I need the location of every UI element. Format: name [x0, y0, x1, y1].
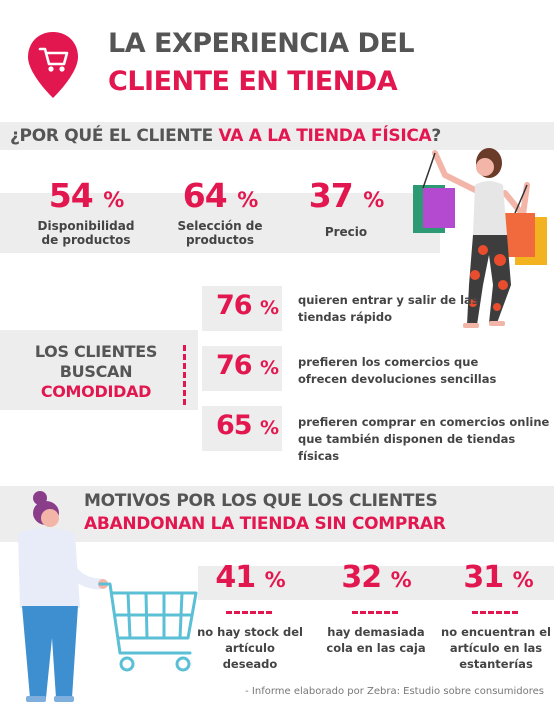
abandon-text-line1: no hay stock del	[197, 625, 303, 639]
stats-band	[0, 193, 440, 253]
stat-value: 54	[48, 176, 94, 215]
comfort-text-line2: que también disponen de tiendas físicas	[298, 432, 516, 463]
abandon-text-line2: artículo deseado	[222, 641, 278, 671]
stat-availability: 54 % Disponibilidad de productos	[22, 176, 150, 247]
stat-unit: %	[237, 188, 258, 212]
stat-label-line1: Precio	[324, 225, 368, 239]
stat-label-line1: Disponibilidad	[37, 219, 135, 233]
abandon-text-1: no hay stock del artículo deseado	[196, 624, 304, 672]
page-title-line2: CLIENTE EN TIENDA	[108, 66, 398, 97]
stat-value: 31	[463, 560, 504, 595]
abandon-text-line1: no encuentran el	[441, 625, 551, 639]
abandon-stat-not-found: 31 %	[448, 560, 548, 595]
shopper-illustration	[405, 145, 554, 335]
abandon-band	[0, 486, 554, 542]
abandon-heading-line2: ABANDONAN LA TIENDA SIN COMPRAR	[84, 514, 446, 534]
stat-price: 37 % Precio	[296, 176, 396, 239]
abandon-dash-1	[226, 611, 272, 614]
source-note: - Informe elaborado por Zebra: Estudio s…	[245, 686, 544, 697]
comfort-text-line1: prefieren comprar en comercios online	[298, 415, 550, 429]
comfort-text-line1: prefieren los comercios que	[298, 355, 479, 369]
question-prefix: ¿POR QUÉ EL CLIENTE	[10, 126, 219, 146]
abandon-text-line3: estanterías	[459, 657, 533, 671]
stat-label-line2: de productos	[41, 233, 131, 247]
stat-unit: %	[264, 568, 286, 592]
stat-value: 76	[216, 350, 253, 381]
stat-unit: %	[103, 188, 124, 212]
comfort-text-1: quieren entrar y salir de las tiendas ráp…	[298, 292, 479, 326]
stat-label-line1: Selección de	[177, 219, 263, 233]
comfort-stat-1: 76 %	[202, 286, 282, 331]
comfort-heading: LOS CLIENTES BUSCAN COMODIDAD	[30, 342, 162, 402]
comfort-text-line1: quieren entrar y salir de las	[298, 293, 479, 307]
abandon-text-line1: hay demasiada	[327, 625, 425, 639]
question-band	[0, 122, 554, 150]
abandon-stat-queue: 32 %	[326, 560, 426, 595]
stat-unit: %	[512, 568, 534, 592]
section1-question: ¿POR QUÉ EL CLIENTE VA A LA TIENDA FÍSIC…	[10, 126, 441, 146]
abandon-text-3: no encuentran el artículo en las estanterí…	[440, 624, 552, 672]
stat-value: 41	[215, 560, 256, 595]
abandon-heading-line1: MOTIVOS POR LOS QUE LOS CLIENTES	[84, 491, 438, 511]
stat-unit: %	[259, 297, 279, 319]
stat-value: 32	[341, 560, 382, 595]
comfort-stat-2: 76 %	[202, 346, 282, 391]
question-highlight: VA A LA TIENDA FÍSICA	[218, 126, 432, 146]
stat-selection: 64 % Selección de productos	[160, 176, 280, 247]
comfort-stat-3: 65 %	[202, 406, 282, 451]
stat-unit: %	[390, 568, 412, 592]
comfort-text-line2: ofrecen devoluciones sencillas	[298, 372, 497, 386]
comfort-heading-line2: BUSCAN	[59, 362, 133, 381]
stat-label-line2: productos	[185, 233, 255, 247]
stat-unit: %	[259, 357, 279, 379]
question-suffix: ?	[431, 126, 441, 146]
abandon-text-2: hay demasiada cola en las caja	[322, 624, 430, 656]
stat-value: 37	[308, 176, 354, 215]
abandon-stat-stock: 41 %	[200, 560, 300, 595]
comfort-band	[0, 330, 198, 410]
cart-pin-icon	[26, 30, 80, 100]
abandon-dash-2	[352, 611, 398, 614]
person-cart-illustration	[0, 488, 205, 707]
abandon-text-line2: cola en las caja	[326, 641, 426, 655]
comfort-text-2: prefieren los comercios que ofrecen devol…	[298, 354, 496, 388]
comfort-heading-line3: COMODIDAD	[40, 382, 152, 401]
abandon-heading: MOTIVOS POR LOS QUE LOS CLIENTES ABANDON…	[84, 490, 446, 536]
abandon-stats-band	[198, 566, 554, 600]
stat-value: 76	[216, 290, 253, 321]
stat-value: 64	[182, 176, 228, 215]
comfort-heading-line1: LOS CLIENTES	[34, 342, 158, 361]
stat-unit: %	[259, 417, 279, 439]
stat-value: 65	[216, 410, 253, 441]
page-title-line1: LA EXPERIENCIA DEL	[108, 28, 415, 59]
comfort-text-3: prefieren comprar en comercios online que…	[298, 414, 554, 465]
comfort-text-line2: tiendas rápido	[298, 310, 393, 324]
abandon-dash-3	[472, 611, 518, 614]
abandon-text-line2: artículo en las	[449, 641, 543, 655]
stat-unit: %	[363, 188, 384, 212]
comfort-divider	[183, 345, 186, 405]
